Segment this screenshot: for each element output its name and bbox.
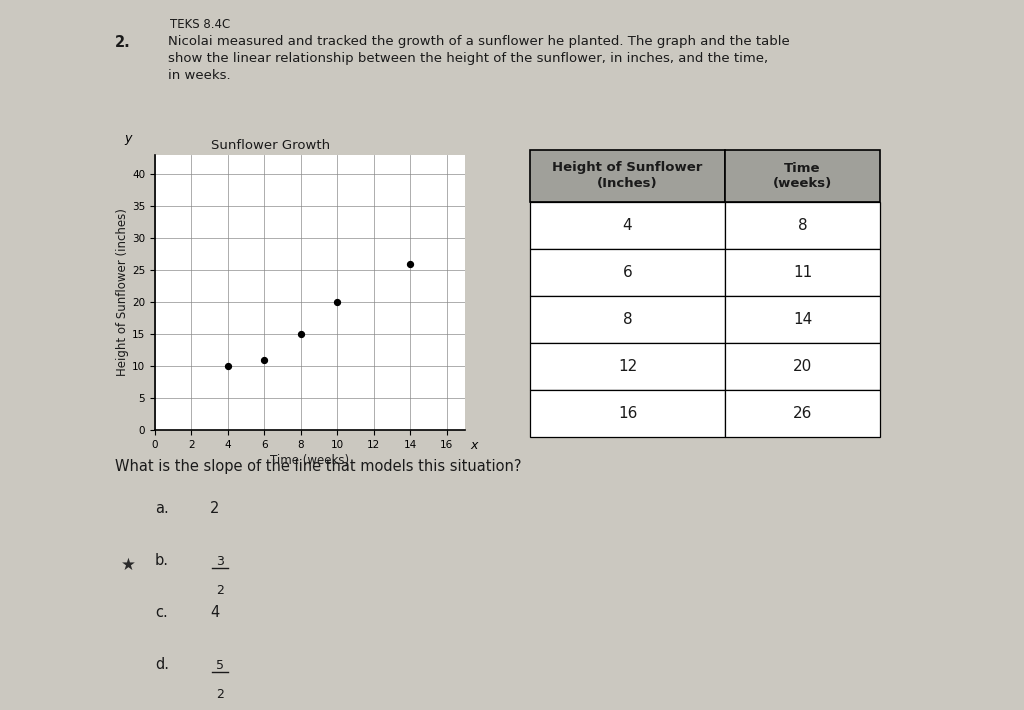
Text: c.: c. — [155, 605, 168, 620]
Point — [220, 361, 237, 372]
Point — [402, 258, 419, 269]
Text: 2: 2 — [216, 584, 224, 597]
Bar — [530, 296, 725, 343]
Text: 14: 14 — [793, 312, 812, 327]
Text: 2: 2 — [216, 688, 224, 701]
Text: 12: 12 — [617, 359, 637, 374]
Bar — [530, 249, 725, 296]
Text: Nicolai measured and tracked the growth of a sunflower he planted. The graph and: Nicolai measured and tracked the growth … — [168, 35, 790, 82]
Text: What is the slope of the line that models this situation?: What is the slope of the line that model… — [115, 459, 521, 474]
Point — [293, 329, 309, 340]
Bar — [725, 343, 880, 390]
Text: TEKS 8.4C: TEKS 8.4C — [170, 18, 230, 31]
Text: ★: ★ — [121, 556, 135, 574]
Text: 4: 4 — [623, 218, 632, 233]
Bar — [530, 390, 725, 437]
Text: 4: 4 — [210, 605, 219, 620]
Bar — [530, 150, 725, 202]
Text: Time
(weeks): Time (weeks) — [773, 161, 833, 190]
Point — [329, 296, 345, 307]
Text: x: x — [470, 439, 478, 452]
Text: 2.: 2. — [115, 35, 131, 50]
Text: a.: a. — [155, 501, 169, 516]
Text: 2: 2 — [210, 501, 219, 516]
Text: 8: 8 — [798, 218, 807, 233]
Bar — [725, 390, 880, 437]
Bar — [725, 296, 880, 343]
Point — [256, 354, 272, 366]
Text: 6: 6 — [623, 265, 633, 280]
Text: 16: 16 — [617, 406, 637, 421]
Text: 3: 3 — [216, 555, 224, 568]
X-axis label: Time (weeks): Time (weeks) — [270, 454, 349, 467]
Bar — [725, 249, 880, 296]
Text: 8: 8 — [623, 312, 632, 327]
Text: 5: 5 — [216, 659, 224, 672]
Bar — [725, 202, 880, 249]
Text: Sunflower Growth: Sunflower Growth — [211, 139, 330, 153]
Text: b.: b. — [155, 553, 169, 568]
Text: Height of Sunflower
(Inches): Height of Sunflower (Inches) — [552, 161, 702, 190]
Y-axis label: Height of Sunflower (inches): Height of Sunflower (inches) — [117, 209, 129, 376]
Bar — [530, 202, 725, 249]
Text: y: y — [124, 132, 131, 146]
Text: 20: 20 — [793, 359, 812, 374]
Text: 11: 11 — [793, 265, 812, 280]
Text: 26: 26 — [793, 406, 812, 421]
Text: d.: d. — [155, 657, 169, 672]
Bar — [725, 150, 880, 202]
Bar — [530, 343, 725, 390]
